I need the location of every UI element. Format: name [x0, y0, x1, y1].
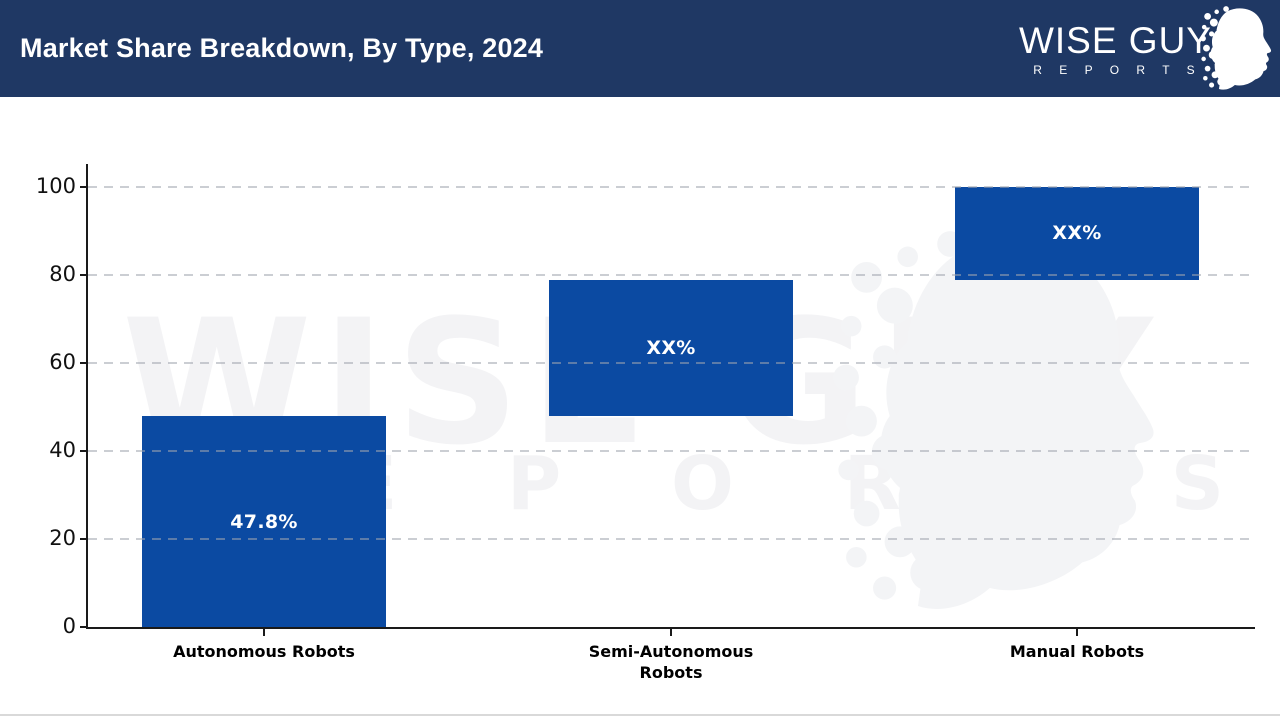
- category-label-1: Autonomous Robots: [173, 642, 355, 661]
- x-axis-line: [86, 627, 1255, 629]
- y-tick-label-20: 20: [49, 525, 76, 550]
- y-tick-label-0: 0: [62, 614, 76, 638]
- brand-name: WISE GUY: [1018, 19, 1212, 61]
- gridline-20: [88, 537, 1255, 540]
- y-tick-label-40: 40: [49, 437, 76, 462]
- y-tick-label-60: 60: [49, 349, 76, 374]
- category-label-3: Manual Robots: [1009, 642, 1145, 661]
- bar-autonomous-robots: 47.8%: [142, 416, 386, 627]
- page-title: Market Share Breakdown, By Type, 2024: [20, 33, 544, 63]
- gridline-100: [88, 185, 1255, 188]
- x-tick-mark-1: [263, 629, 265, 636]
- y-tick-label-100: 100: [35, 173, 76, 198]
- y-tick-mark-60: [80, 361, 88, 364]
- y-tick-mark-20: [80, 537, 88, 540]
- brand-logo: WISE GUY R E P O R T S: [1019, 4, 1274, 94]
- bar-value-label: XX%: [646, 337, 696, 360]
- y-tick-mark-100: [80, 185, 88, 188]
- bottom-divider: [0, 714, 1280, 716]
- category-label-2: Semi-Autonomous Robots: [588, 642, 754, 682]
- bar-semi-autonomous: XX%: [549, 279, 793, 417]
- y-tick-mark-80: [80, 273, 88, 276]
- gridline-60: [88, 361, 1255, 364]
- bar-value-label: XX%: [1052, 222, 1102, 245]
- bar-value-label: 47.8%: [230, 510, 298, 533]
- watermark-head-icon: [833, 231, 1154, 610]
- y-tick-mark-40: [80, 449, 88, 452]
- bar-manual-robots: XX%: [955, 186, 1199, 280]
- y-tick-mark-0: [80, 626, 88, 628]
- gridline-40: [88, 449, 1255, 452]
- brand-logo-text: WISE GUY R E P O R T S: [1018, 19, 1212, 77]
- brand-head-icon: [1200, 6, 1272, 90]
- gridline-80: [88, 273, 1255, 276]
- y-axis-line: [86, 164, 88, 629]
- y-tick-label-80: 80: [49, 261, 76, 286]
- x-tick-mark-2: [670, 629, 672, 636]
- header-bar: Market Share Breakdown, By Type, 2024 WI…: [0, 0, 1280, 97]
- x-tick-mark-3: [1076, 629, 1078, 636]
- brand-subtitle: R E P O R T S: [1033, 62, 1202, 77]
